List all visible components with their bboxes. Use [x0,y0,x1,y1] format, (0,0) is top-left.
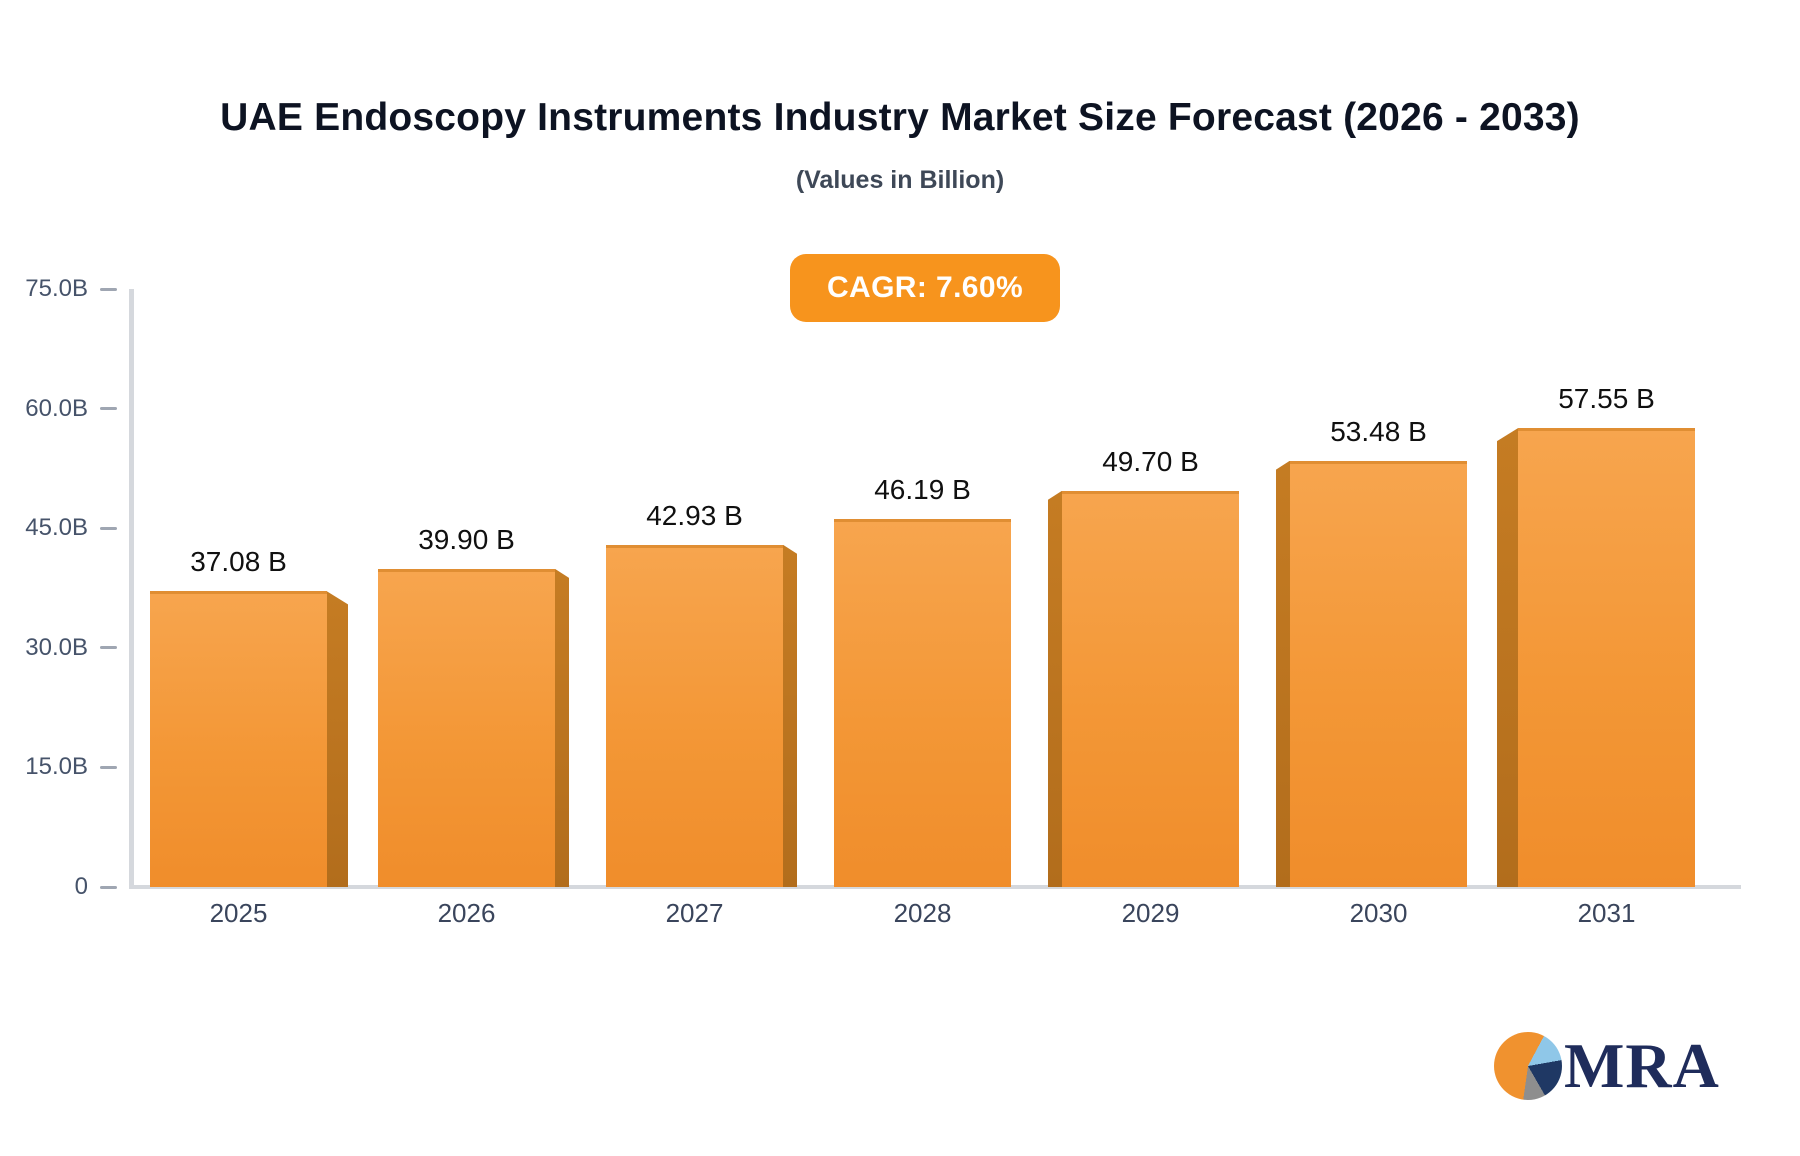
bar-value-label: 42.93 B [646,499,743,531]
y-tick-label: 30.0B [25,633,88,661]
x-tick-label: 2030 [1349,898,1408,928]
x-tick-label: 2025 [209,898,268,928]
x-tick-label: 2026 [437,898,496,928]
cagr-badge: CAGR: 7.60% [790,254,1060,322]
bar-value-label: 39.90 B [418,523,515,555]
y-tick-label: 75.0B [25,275,88,302]
chart-title: UAE Endoscopy Instruments Industry Marke… [220,96,1580,139]
y-tick-label: 60.0B [25,394,88,422]
bar-side-2026 [555,568,569,887]
x-tick-label: 2031 [1577,898,1636,928]
y-tick-label: 45.0B [25,514,88,542]
bar-front-2028 [834,518,1011,887]
x-tick-label: 2029 [1121,898,1180,928]
bar-front-2030 [1290,460,1467,887]
x-axis-line [129,885,1741,889]
y-tick-dash [100,287,117,291]
y-tick-dash [100,765,117,769]
bar-side-2025 [327,591,348,887]
bar-value-label: 37.08 B [190,546,287,578]
bar-front-2027 [606,544,783,887]
mra-logo: MRA [1494,1032,1720,1100]
bar-value-label: 49.70 B [1102,445,1199,477]
y-tick-label: 0 [74,873,88,900]
y-tick-dash [100,646,117,650]
bar-value-label: 46.19 B [874,473,971,505]
y-tick-dash [100,526,117,530]
bar-side-2031 [1497,428,1518,887]
y-tick-label: 15.0B [25,753,88,781]
y-axis-line [129,289,134,887]
bar-side-2027 [783,544,797,887]
bar-value-label: 57.55 B [1558,383,1655,415]
cagr-badge-label: CAGR: 7.60% [826,271,1024,304]
bar-front-2029 [1062,490,1239,887]
bar-side-2029 [1048,490,1062,887]
bar-front-2025 [150,591,327,887]
x-tick-label: 2027 [665,898,724,928]
pie-chart-logo-icon [1494,1032,1562,1100]
y-tick-dash [100,885,117,889]
y-tick-dash [100,407,117,411]
bar-value-label: 53.48 B [1330,415,1427,447]
x-tick-label: 2028 [893,898,952,928]
chart-subtitle: (Values in Billion) [795,166,1005,194]
bar-side-2030 [1276,460,1290,887]
bar-front-2026 [378,568,555,887]
mra-logo-text: MRA [1564,1030,1720,1101]
bar-front-2031 [1518,428,1695,887]
